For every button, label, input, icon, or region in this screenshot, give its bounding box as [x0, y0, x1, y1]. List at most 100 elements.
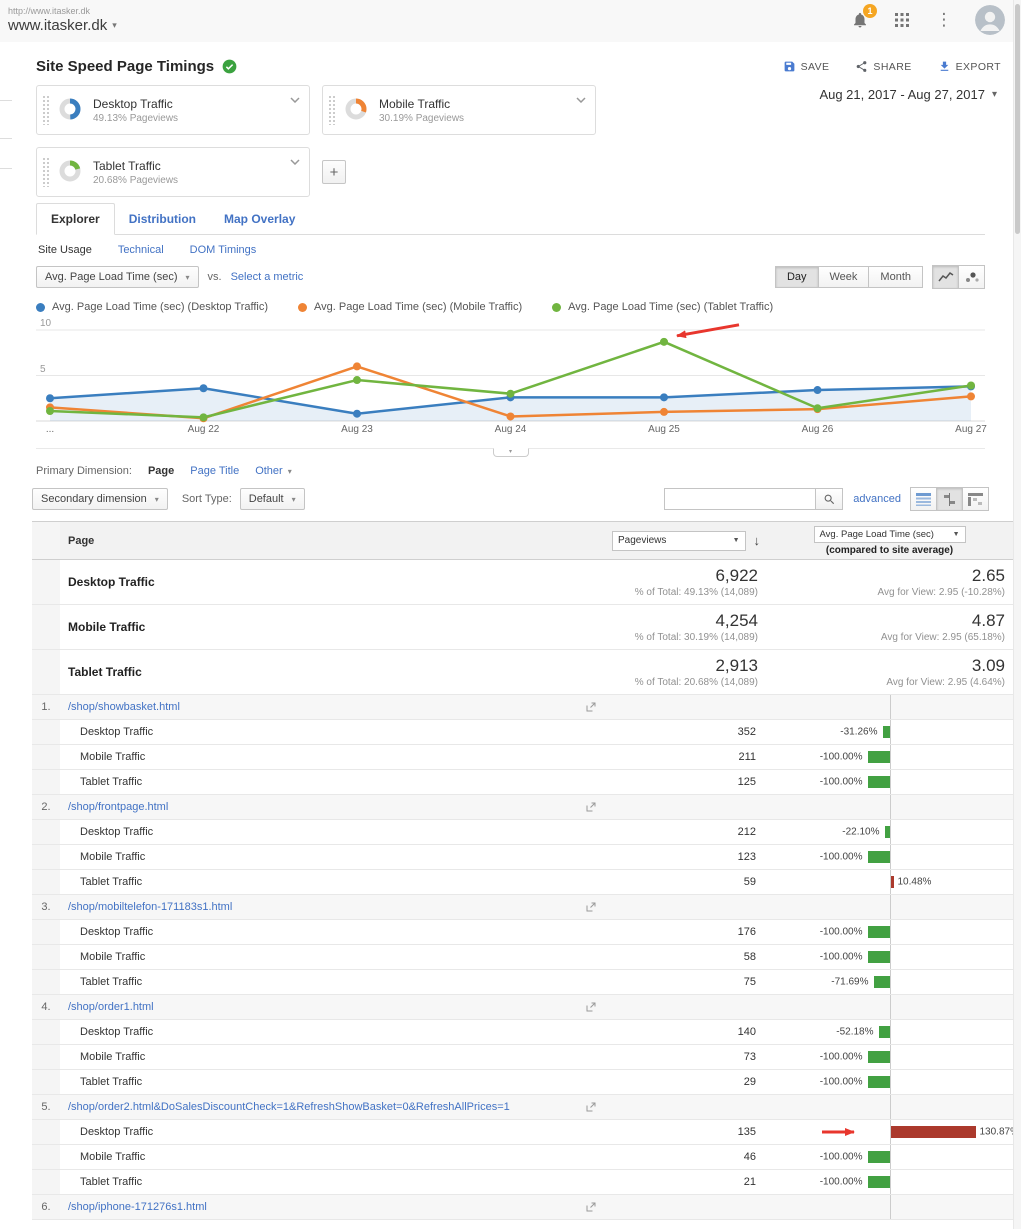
dimension-option-label: Page: [147, 465, 175, 477]
subtab-dom-timings[interactable]: DOM Timings: [189, 244, 257, 256]
share-button[interactable]: SHARE: [855, 60, 911, 73]
page-url-link[interactable]: /shop/iphone-171276s1.html: [68, 1201, 207, 1213]
delta-bar: [890, 876, 894, 888]
chevron-down-icon[interactable]: [290, 156, 300, 168]
zero-axis: [889, 920, 891, 944]
data-view-button[interactable]: [910, 487, 937, 511]
topbar: http://www.itasker.dk www.itasker.dk ▾ 1…: [0, 0, 1021, 42]
page-column-header[interactable]: Page: [60, 522, 606, 559]
open-in-new-icon[interactable]: [586, 1202, 596, 1212]
segment-row-name: Mobile Traffic: [80, 951, 146, 963]
table-view-buttons: [910, 487, 989, 511]
apps-grid-button[interactable]: [891, 9, 913, 31]
page-row: 4. /shop/order1.html: [32, 995, 1013, 1020]
scrollbar-thumb[interactable]: [1015, 4, 1020, 234]
row-index: 1.: [32, 695, 60, 719]
delta-value: -100.00%: [819, 751, 863, 763]
primary-dimension-bar: Primary Dimension: Page Page Title Other ▾: [36, 465, 985, 477]
chevron-down-icon[interactable]: [576, 94, 586, 106]
page-url-link[interactable]: /shop/mobiltelefon-171183s1.html: [68, 901, 233, 913]
pageviews-cell: [606, 795, 766, 819]
line-chart-button[interactable]: [932, 265, 959, 289]
granularity-week[interactable]: Week: [817, 266, 870, 288]
avatar[interactable]: [975, 5, 1005, 35]
save-button[interactable]: SAVE: [783, 60, 830, 73]
property-selector[interactable]: www.itasker.dk ▾: [8, 17, 117, 34]
notifications-button[interactable]: 1: [849, 4, 877, 31]
row-index: 2.: [32, 795, 60, 819]
pageviews-total: 2,913: [715, 656, 758, 676]
dimension-option-label: Other: [255, 465, 283, 477]
segment-data-row: Desktop Traffic 140 -52.18%: [32, 1020, 1013, 1045]
more-menu-button[interactable]: ⋮: [935, 10, 953, 29]
metric-select-dropdown[interactable]: Avg. Page Load Time (sec) ▾: [36, 266, 199, 288]
granularity-month[interactable]: Month: [868, 266, 923, 288]
segment-card[interactable]: Desktop Traffic 49.13% Pageviews: [36, 85, 310, 135]
dimension-option-page[interactable]: Page: [148, 465, 174, 477]
left-gutter-line: [0, 100, 12, 101]
segment-delta-cell: -52.18%: [766, 1020, 1013, 1044]
subtab-site-usage[interactable]: Site Usage: [38, 244, 92, 256]
pageviews-cell: [606, 1195, 766, 1219]
dimension-option-page-title[interactable]: Page Title: [190, 465, 239, 477]
add-segment-button[interactable]: +: [322, 160, 346, 184]
zero-axis: [889, 1045, 891, 1069]
comparison-view-button[interactable]: [936, 487, 963, 511]
search-input[interactable]: [664, 488, 817, 510]
dimension-option-other[interactable]: Other ▾: [255, 465, 292, 477]
open-in-new-icon[interactable]: [586, 1002, 596, 1012]
sort-descending-icon[interactable]: ↓: [753, 533, 761, 548]
segment-card[interactable]: Mobile Traffic 30.19% Pageviews: [322, 85, 596, 135]
open-in-new-icon[interactable]: [586, 1102, 596, 1112]
search-button[interactable]: [816, 488, 844, 510]
select-metric-link[interactable]: Select a metric: [230, 271, 304, 283]
sort-type-dropdown[interactable]: Default ▾: [239, 488, 305, 510]
pivot-view-button[interactable]: [962, 487, 989, 511]
segment-row-name: Mobile Traffic: [80, 1051, 146, 1063]
tab-map-overlay[interactable]: Map Overlay: [224, 212, 296, 226]
segment-data-row: Tablet Traffic 125 -100.00%: [32, 770, 1013, 795]
line-chart-icon: [937, 271, 953, 282]
table-body: Desktop Traffic 6,922% of Total: 49.13% (…: [32, 560, 1019, 1220]
legend-label: Avg. Page Load Time (sec) (Mobile Traffi…: [314, 301, 523, 313]
export-button[interactable]: EXPORT: [938, 60, 1001, 73]
open-in-new-icon[interactable]: [586, 702, 596, 712]
chart-type-buttons: [932, 265, 985, 289]
chevron-down-icon[interactable]: [290, 94, 300, 106]
zero-axis: [889, 1170, 891, 1194]
timeline-expander[interactable]: ▾: [492, 448, 529, 457]
avg-column-select[interactable]: Avg. Page Load Time (sec) ▼: [813, 525, 966, 543]
zero-axis: [889, 695, 891, 719]
page-url-link[interactable]: /shop/frontpage.html: [68, 801, 169, 813]
delta-value: -22.10%: [842, 826, 880, 838]
metric-bar: Avg. Page Load Time (sec) ▾ vs. Select a…: [36, 265, 985, 289]
subtab-technical[interactable]: Technical: [117, 244, 164, 256]
delta-bar: [867, 951, 890, 963]
open-in-new-icon[interactable]: [586, 902, 596, 912]
segment-card[interactable]: Tablet Traffic 20.68% Pageviews: [36, 147, 310, 197]
secondary-dimension-button[interactable]: Secondary dimension ▾: [32, 488, 168, 510]
open-in-new-icon[interactable]: [586, 802, 596, 812]
date-range-selector[interactable]: Aug 21, 2017 - Aug 27, 2017 ▾: [819, 87, 997, 102]
tab-distribution[interactable]: Distribution: [128, 212, 197, 226]
summary-row: Desktop Traffic 6,922% of Total: 49.13% (…: [32, 560, 1013, 605]
delta-bar: [867, 851, 890, 863]
advanced-search-link[interactable]: advanced: [853, 493, 901, 505]
zero-axis: [889, 795, 891, 819]
pageviews-column-select[interactable]: Pageviews ▼: [612, 530, 746, 551]
row-number-cell: [32, 1020, 60, 1044]
granularity-day[interactable]: Day: [774, 266, 819, 288]
x-axis-label: Aug 22: [187, 424, 220, 435]
chevron-down-icon: ▾: [287, 466, 292, 476]
segment-pageviews: 59: [743, 876, 756, 888]
motion-chart-button[interactable]: [958, 265, 985, 289]
vertical-scrollbar[interactable]: [1013, 0, 1021, 1229]
delta-bar: [867, 1151, 890, 1163]
page-url-link[interactable]: /shop/showbasket.html: [68, 701, 180, 713]
zero-axis: [889, 720, 891, 744]
page-url-link[interactable]: /shop/order2.html&DoSalesDiscountCheck=1…: [68, 1101, 510, 1113]
segment-donut-icon: [57, 158, 83, 187]
tab-explorer[interactable]: Explorer: [36, 203, 115, 235]
page-url-link[interactable]: /shop/order1.html: [68, 1001, 154, 1013]
avg-cell: [766, 995, 1013, 1019]
